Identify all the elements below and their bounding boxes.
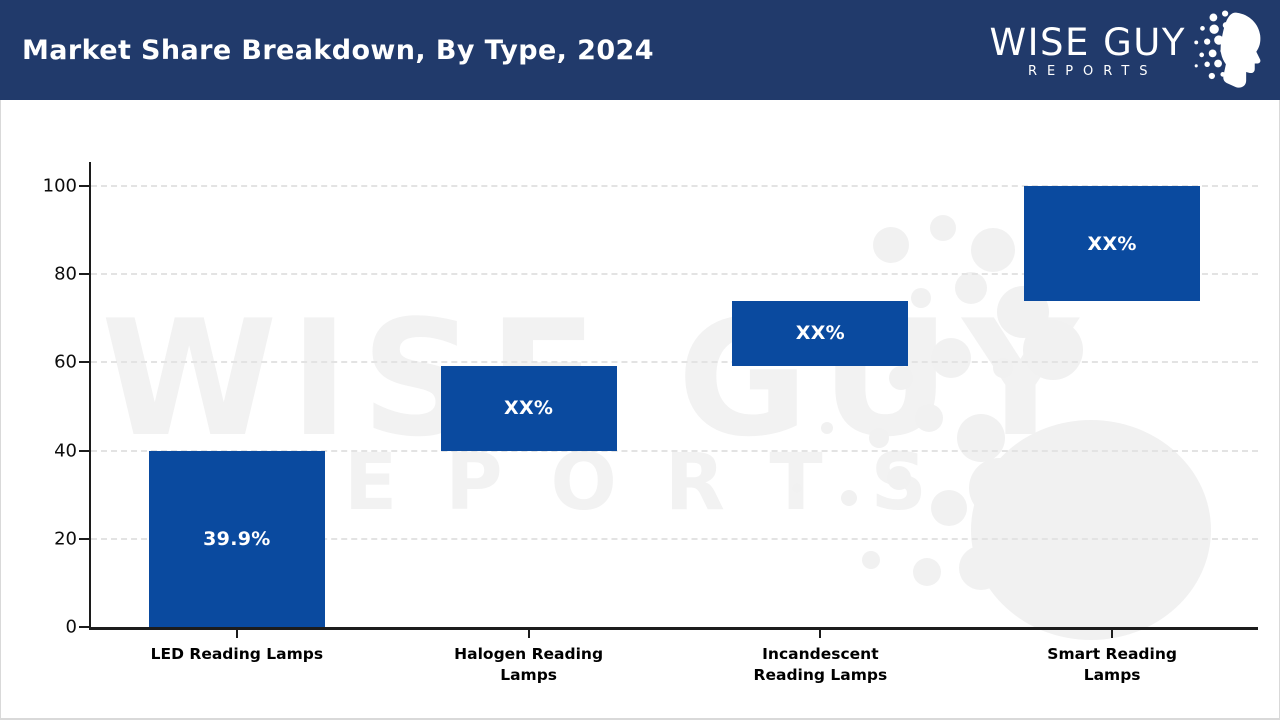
bar-value-label: 39.9% bbox=[203, 528, 271, 551]
x-axis-category-label: Smart Reading Lamps bbox=[1047, 645, 1177, 684]
gridline bbox=[91, 449, 1258, 452]
waterfall-bar: XX% bbox=[440, 365, 617, 452]
y-axis-tick-mark bbox=[79, 537, 89, 540]
gridline bbox=[91, 185, 1258, 187]
gridline bbox=[91, 273, 1258, 276]
y-axis-tick-label: 40 bbox=[54, 440, 77, 462]
header-bar: Market Share Breakdown, By Type, 2024 WI… bbox=[0, 0, 1280, 100]
page-title: Market Share Breakdown, By Type, 2024 bbox=[22, 34, 654, 66]
gridline bbox=[91, 537, 1258, 540]
y-axis-tick-label: 0 bbox=[65, 616, 77, 638]
brand-logo: WISE GUY REPORTS bbox=[990, 8, 1268, 94]
gridline bbox=[91, 361, 1258, 364]
x-axis-tick-mark bbox=[819, 630, 822, 638]
x-axis-tick-mark bbox=[235, 630, 238, 638]
head-profile-icon bbox=[1194, 10, 1261, 88]
bar-value-label: XX% bbox=[795, 322, 845, 345]
y-axis-tick-mark bbox=[79, 626, 89, 628]
waterfall-bar: XX% bbox=[732, 301, 909, 366]
y-axis-tick-label: 80 bbox=[54, 263, 77, 285]
brand-name: WISE GUY bbox=[989, 20, 1186, 64]
y-axis-tick-mark bbox=[79, 185, 89, 187]
bar-value-label: XX% bbox=[504, 397, 554, 420]
y-axis-tick-mark bbox=[79, 361, 89, 364]
brand-logo-text: WISE GUY REPORTS bbox=[989, 20, 1186, 80]
waterfall-bar: 39.9% bbox=[148, 451, 325, 627]
x-axis-category-label: Halogen Reading Lamps bbox=[454, 645, 604, 684]
x-axis-tick-mark bbox=[527, 630, 530, 638]
plot-area: 0 20 40 60 80 100 39.9% LED Reading Lamps XX% Hal… bbox=[43, 162, 1258, 684]
x-axis-tick-mark bbox=[1111, 630, 1114, 638]
brand-subname: REPORTS bbox=[1027, 64, 1158, 80]
watermark-subtext: REPORTS bbox=[236, 438, 975, 528]
bar-value-label: XX% bbox=[1087, 232, 1137, 255]
chart-canvas: WISE GUY REPORTS 0 20 40 60 80 100 39.9% LED Re… bbox=[0, 100, 1280, 720]
y-axis-tick-label: 60 bbox=[54, 351, 77, 373]
y-axis-tick-mark bbox=[79, 273, 89, 276]
x-axis-category-label: LED Reading Lamps bbox=[150, 645, 324, 663]
y-axis-tick-mark bbox=[79, 449, 89, 452]
y-axis-tick-label: 20 bbox=[54, 528, 77, 550]
x-axis-category-label: Incandescent Reading Lamps bbox=[753, 645, 888, 684]
waterfall-bar: XX% bbox=[1024, 186, 1201, 302]
y-axis-tick-label: 100 bbox=[42, 175, 77, 197]
